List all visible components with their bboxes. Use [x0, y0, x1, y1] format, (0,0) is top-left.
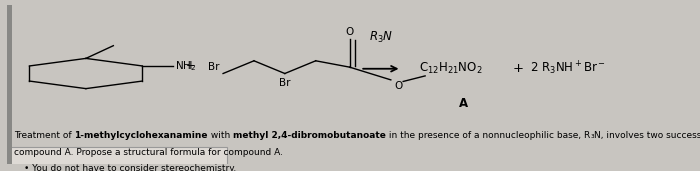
Text: $\mathrm{2\ R_3NH^+Br^-}$: $\mathrm{2\ R_3NH^+Br^-}$: [531, 60, 606, 77]
Text: Br: Br: [279, 78, 290, 88]
Text: +: +: [186, 60, 196, 73]
Text: methyl 2,4-dibromobutanoate: methyl 2,4-dibromobutanoate: [233, 131, 386, 140]
Text: O: O: [394, 81, 402, 91]
Text: $\mathrm{NH_2}$: $\mathrm{NH_2}$: [174, 59, 196, 73]
Text: • You do not have to consider stereochemistry.: • You do not have to consider stereochem…: [24, 164, 237, 171]
Text: with: with: [208, 131, 233, 140]
Text: O: O: [346, 27, 354, 37]
Text: N, involves two successive S: N, involves two successive S: [594, 131, 700, 140]
Text: $R_3N$: $R_3N$: [369, 30, 393, 45]
Text: Br: Br: [208, 62, 220, 72]
FancyBboxPatch shape: [7, 147, 227, 169]
Text: compound A. Propose a structural formula for compound A.: compound A. Propose a structural formula…: [14, 148, 283, 157]
Text: +: +: [512, 62, 524, 75]
Bar: [7, 5, 13, 164]
Text: Treatment of: Treatment of: [14, 131, 74, 140]
Text: $\mathrm{C_{12}H_{21}NO_2}$: $\mathrm{C_{12}H_{21}NO_2}$: [419, 61, 482, 76]
Text: 1-methylcyclohexanamine: 1-methylcyclohexanamine: [74, 131, 208, 140]
Text: ₃: ₃: [590, 131, 594, 140]
Text: in the presence of a nonnucleophilic base, R: in the presence of a nonnucleophilic bas…: [386, 131, 590, 140]
Text: $\mathbf{A}$: $\mathbf{A}$: [458, 97, 469, 110]
